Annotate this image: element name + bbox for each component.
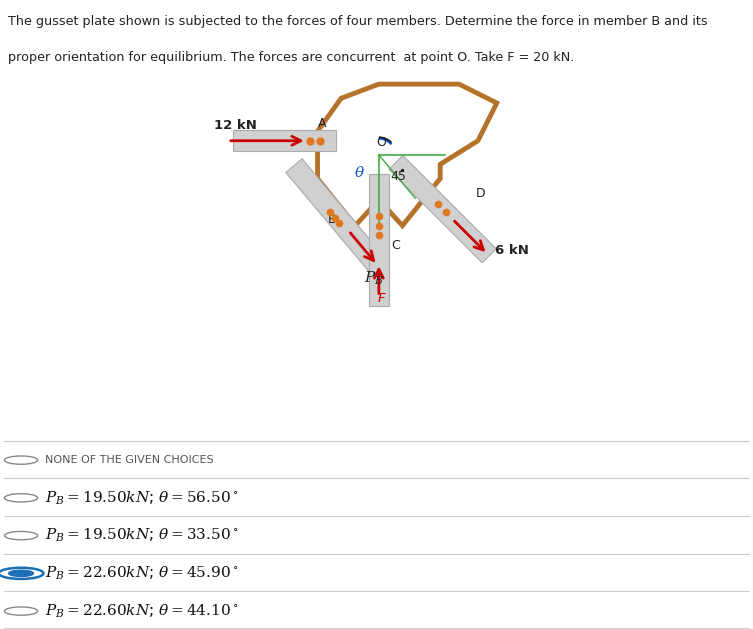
Text: D: D [475,187,485,201]
Text: 45: 45 [391,170,407,182]
Text: proper orientation for equilibrium. The forces are concurrent  at point O. Take : proper orientation for equilibrium. The … [8,51,574,64]
Text: B: B [328,213,337,226]
Circle shape [8,571,33,576]
Text: $P_B = 19.50kN$; $\theta = 33.50^\circ$: $P_B = 19.50kN$; $\theta = 33.50^\circ$ [45,527,239,544]
Text: $P_B = 22.60kN$; $\theta = 44.10^\circ$: $P_B = 22.60kN$; $\theta = 44.10^\circ$ [45,603,239,620]
Polygon shape [389,155,496,263]
Text: $P_B = 19.50kN$; $\theta = 56.50^\circ$: $P_B = 19.50kN$; $\theta = 56.50^\circ$ [45,489,239,506]
Text: F: F [377,292,385,305]
Text: NONE OF THE GIVEN CHOICES: NONE OF THE GIVEN CHOICES [45,455,214,465]
Circle shape [0,568,44,579]
Text: 12 kN: 12 kN [214,119,257,132]
Text: O: O [376,136,386,150]
Text: $P_B = 22.60kN$; $\theta = 45.90^\circ$: $P_B = 22.60kN$; $\theta = 45.90^\circ$ [45,565,239,582]
Text: $P_B$: $P_B$ [364,270,383,287]
Text: A: A [318,116,327,130]
Text: 6 kN: 6 kN [495,244,529,257]
Polygon shape [233,130,337,152]
Polygon shape [369,174,389,306]
Text: The gusset plate shown is subjected to the forces of four members. Determine the: The gusset plate shown is subjected to t… [8,15,707,28]
Text: $\theta$: $\theta$ [354,165,364,181]
Text: C: C [391,239,400,252]
Polygon shape [286,159,387,274]
